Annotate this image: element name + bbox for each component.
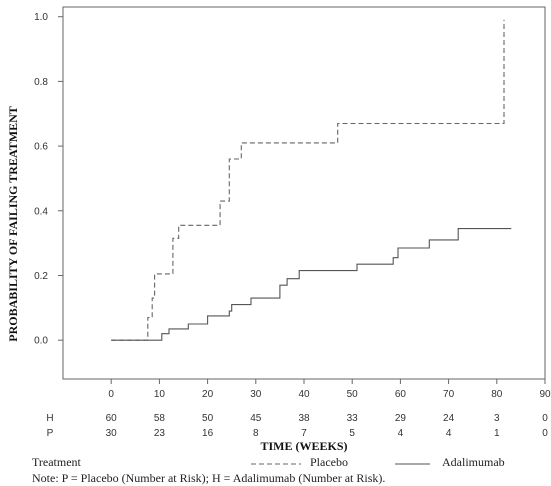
risk-count: 1 <box>494 428 500 439</box>
risk-count: 0 <box>542 413 548 424</box>
plot-frame <box>62 6 546 380</box>
series-line-placebo <box>111 19 505 341</box>
risk-count: 4 <box>398 428 404 439</box>
risk-count: 38 <box>298 413 310 424</box>
risk-count: 7 <box>301 428 307 439</box>
risk-row-label: P <box>47 428 54 439</box>
y-tick-label: 0.8 <box>34 77 48 88</box>
legend-label-placebo: Placebo <box>310 455 348 469</box>
risk-note: Note: P = Placebo (Number at Risk); H = … <box>32 471 385 485</box>
x-tick-label: 50 <box>347 389 359 400</box>
risk-count: 58 <box>154 413 166 424</box>
y-tick-label: 1.0 <box>34 12 48 23</box>
risk-count: 24 <box>443 413 455 424</box>
risk-count: 3 <box>494 413 500 424</box>
risk-count: 60 <box>106 413 118 424</box>
x-tick-label: 10 <box>154 389 166 400</box>
x-axis-title: TIME (WEEKS) <box>260 439 347 453</box>
legend-label-adalimumab: Adalimumab <box>442 455 505 469</box>
x-tick-label: 0 <box>108 389 114 400</box>
y-tick-label: 0.0 <box>34 336 48 347</box>
risk-count: 16 <box>202 428 214 439</box>
y-tick-label: 0.6 <box>34 142 48 153</box>
x-tick-label: 70 <box>443 389 455 400</box>
x-tick-label: 60 <box>395 389 407 400</box>
x-axis: 0 10 20 30 40 50 60 70 80 90 <box>108 379 551 400</box>
risk-count: 5 <box>349 428 355 439</box>
risk-count: 50 <box>202 413 214 424</box>
risk-count: 33 <box>347 413 359 424</box>
x-tick-label: 80 <box>491 389 503 400</box>
risk-count: 0 <box>542 428 548 439</box>
series-layer <box>111 19 512 341</box>
risk-count: 30 <box>106 428 118 439</box>
risk-table: H 60 58 50 45 38 33 29 24 3 0P 30 23 16 8 7 5 4 4 1 0 <box>46 413 548 439</box>
risk-count: 45 <box>250 413 262 424</box>
x-tick-label: 40 <box>298 389 310 400</box>
legend-title: Treatment <box>32 455 82 469</box>
risk-count: 29 <box>395 413 407 424</box>
series-line-adalimumab <box>111 228 512 341</box>
x-tick-label: 20 <box>202 389 214 400</box>
x-tick-label: 30 <box>250 389 262 400</box>
risk-count: 4 <box>446 428 452 439</box>
y-tick-label: 0.4 <box>34 206 48 217</box>
risk-row-label: H <box>46 413 53 424</box>
y-tick-label: 0.2 <box>34 271 48 282</box>
risk-count: 23 <box>154 428 166 439</box>
x-tick-label: 90 <box>539 389 551 400</box>
y-axis-title: PROBABILITY OF FAILING TREATMENT <box>6 106 20 341</box>
risk-count: 8 <box>253 428 259 439</box>
y-axis: 0.0 0.2 0.4 0.6 0.8 1.0 <box>34 12 63 347</box>
